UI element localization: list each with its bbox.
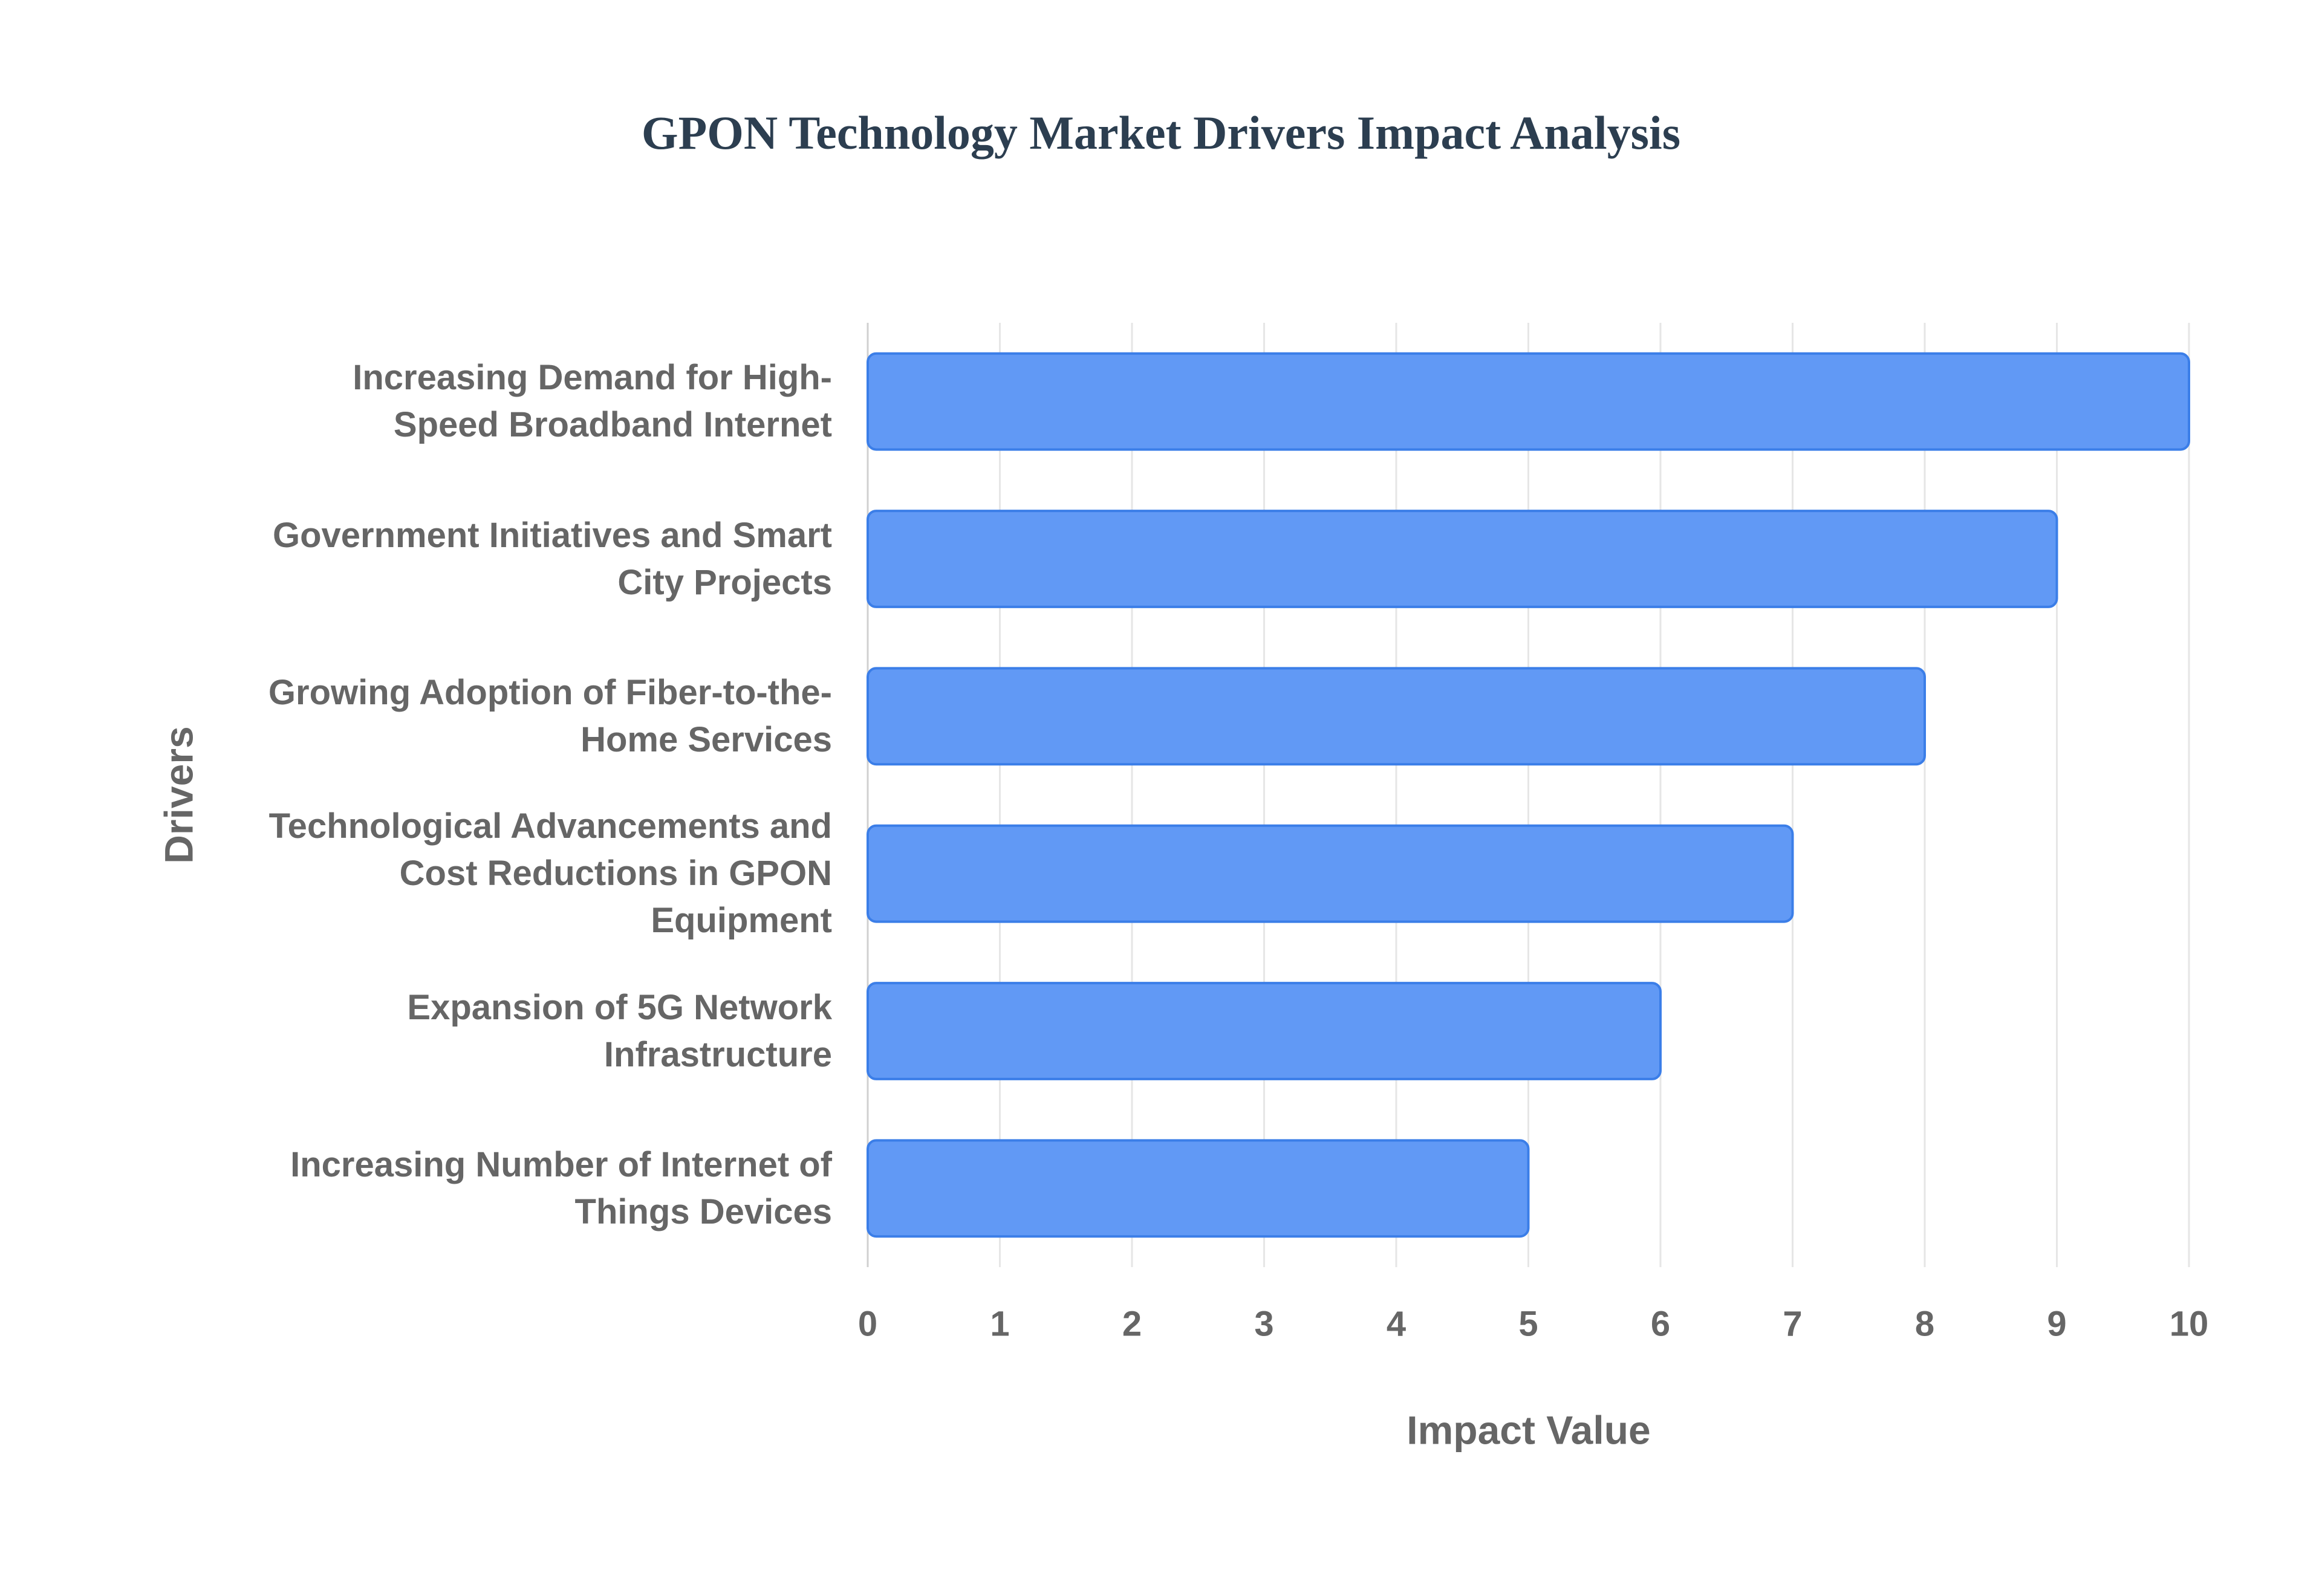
y-tick-label: Growing Adoption of Fiber-to-the-Home Se… <box>268 672 832 759</box>
bar <box>867 824 1794 923</box>
bar <box>867 352 2190 451</box>
x-tick-label: 3 <box>1254 1304 1273 1343</box>
x-tick-label: 10 <box>2170 1304 2209 1343</box>
x-tick-label: 8 <box>1915 1304 1934 1343</box>
x-tick-label: 2 <box>1122 1304 1142 1343</box>
y-tick-label: Increasing Number of Internet of Things … <box>290 1144 832 1231</box>
x-tick-label: 5 <box>1518 1304 1538 1343</box>
chart-title: GPON Technology Market Drivers Impact An… <box>642 106 1680 159</box>
bar <box>867 982 1662 1080</box>
x-tick-label: 9 <box>2047 1304 2066 1343</box>
y-tick-label: Government Initiatives and Smart City Pr… <box>272 515 832 602</box>
x-tick-label: 6 <box>1651 1304 1670 1343</box>
bar <box>867 1139 1530 1238</box>
x-tick-label: 4 <box>1387 1304 1406 1343</box>
bar <box>867 510 2058 608</box>
y-tick-label: Expansion of 5G Network Infrastructure <box>407 987 832 1074</box>
x-axis-title: Impact Value <box>1407 1407 1651 1452</box>
y-tick-label: Technological Advancements and Cost Redu… <box>268 806 832 941</box>
x-tick-label: 0 <box>858 1304 877 1343</box>
x-tick-label: 7 <box>1783 1304 1802 1343</box>
bar <box>867 667 1926 766</box>
y-axis-title: Drivers <box>156 726 201 864</box>
y-tick-label: Increasing Demand for High-Speed Broadba… <box>353 358 832 445</box>
x-tick-label: 1 <box>990 1304 1009 1343</box>
